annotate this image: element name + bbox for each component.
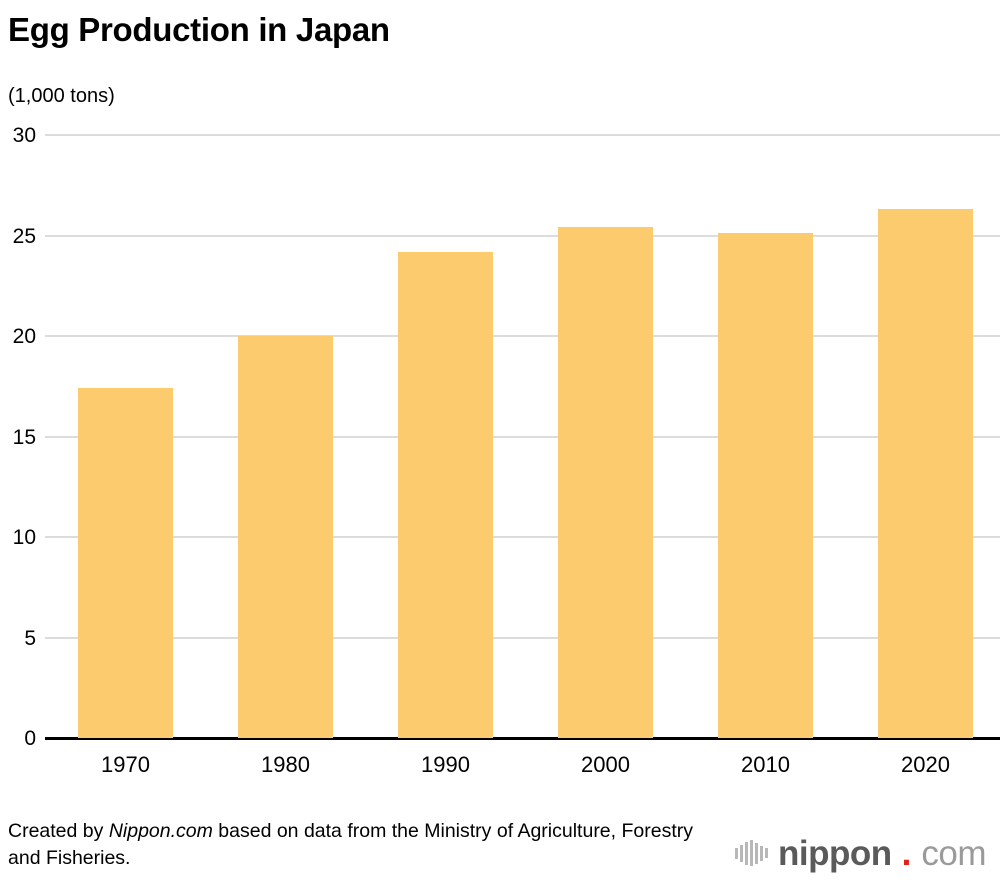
x-axis-tick-label: 1990 [421,752,470,777]
bar [238,336,333,738]
credit-text: Created by Nippon.com based on data from… [8,818,698,872]
credit-prefix: Created by [8,820,109,842]
sound-bars-icon [735,840,769,866]
y-axis-tick-label: 30 [12,124,36,147]
bar [398,251,493,738]
bar [78,388,173,738]
x-axis-tick-label: 2020 [901,752,950,777]
bar [558,227,653,738]
credit-source: Nippon.com [108,820,213,842]
axis-baseline [45,737,1000,740]
x-axis-tick-label: 2010 [741,752,790,777]
x-axis-tick-label: 1970 [101,752,150,777]
x-axis-tick-label: 1980 [261,752,310,777]
page-title: Egg Production in Japan [8,11,390,48]
credit-suffix: based on data from the Ministry of Agric… [8,820,693,869]
y-axis-tick-label: 10 [12,526,36,549]
gridline [45,435,1000,438]
y-axis-units-label: (1,000 tons) [8,85,115,107]
logo-dot: . [901,833,912,873]
logo-wordmark: nippon [778,833,892,873]
gridlines: 0 5 10 15 20 25 30 [0,124,1000,749]
bar [718,233,813,738]
y-axis-tick-label: 20 [12,325,36,348]
y-axis-tick-label: 15 [12,425,36,449]
gridline [45,636,1000,639]
bar-series: 1970 1980 1990 2000 2010 2020 [0,125,1000,777]
gridline [45,335,1000,337]
logo-tld: com [921,833,986,873]
y-axis-tick-label: 0 [24,727,36,750]
y-axis-tick-label: 5 [24,626,36,650]
x-axis-tick-label: 2000 [581,752,630,777]
gridline [45,134,1000,136]
nippon-logo[interactable]: nippon. com [735,833,986,873]
gridline [45,234,1000,237]
plot-area: 0 5 10 15 20 25 30 1970 1980 1990 2000 2010 2020 [0,124,1000,777]
bar [878,209,973,738]
y-axis-tick-label: 25 [12,224,36,248]
gridline [45,536,1000,538]
